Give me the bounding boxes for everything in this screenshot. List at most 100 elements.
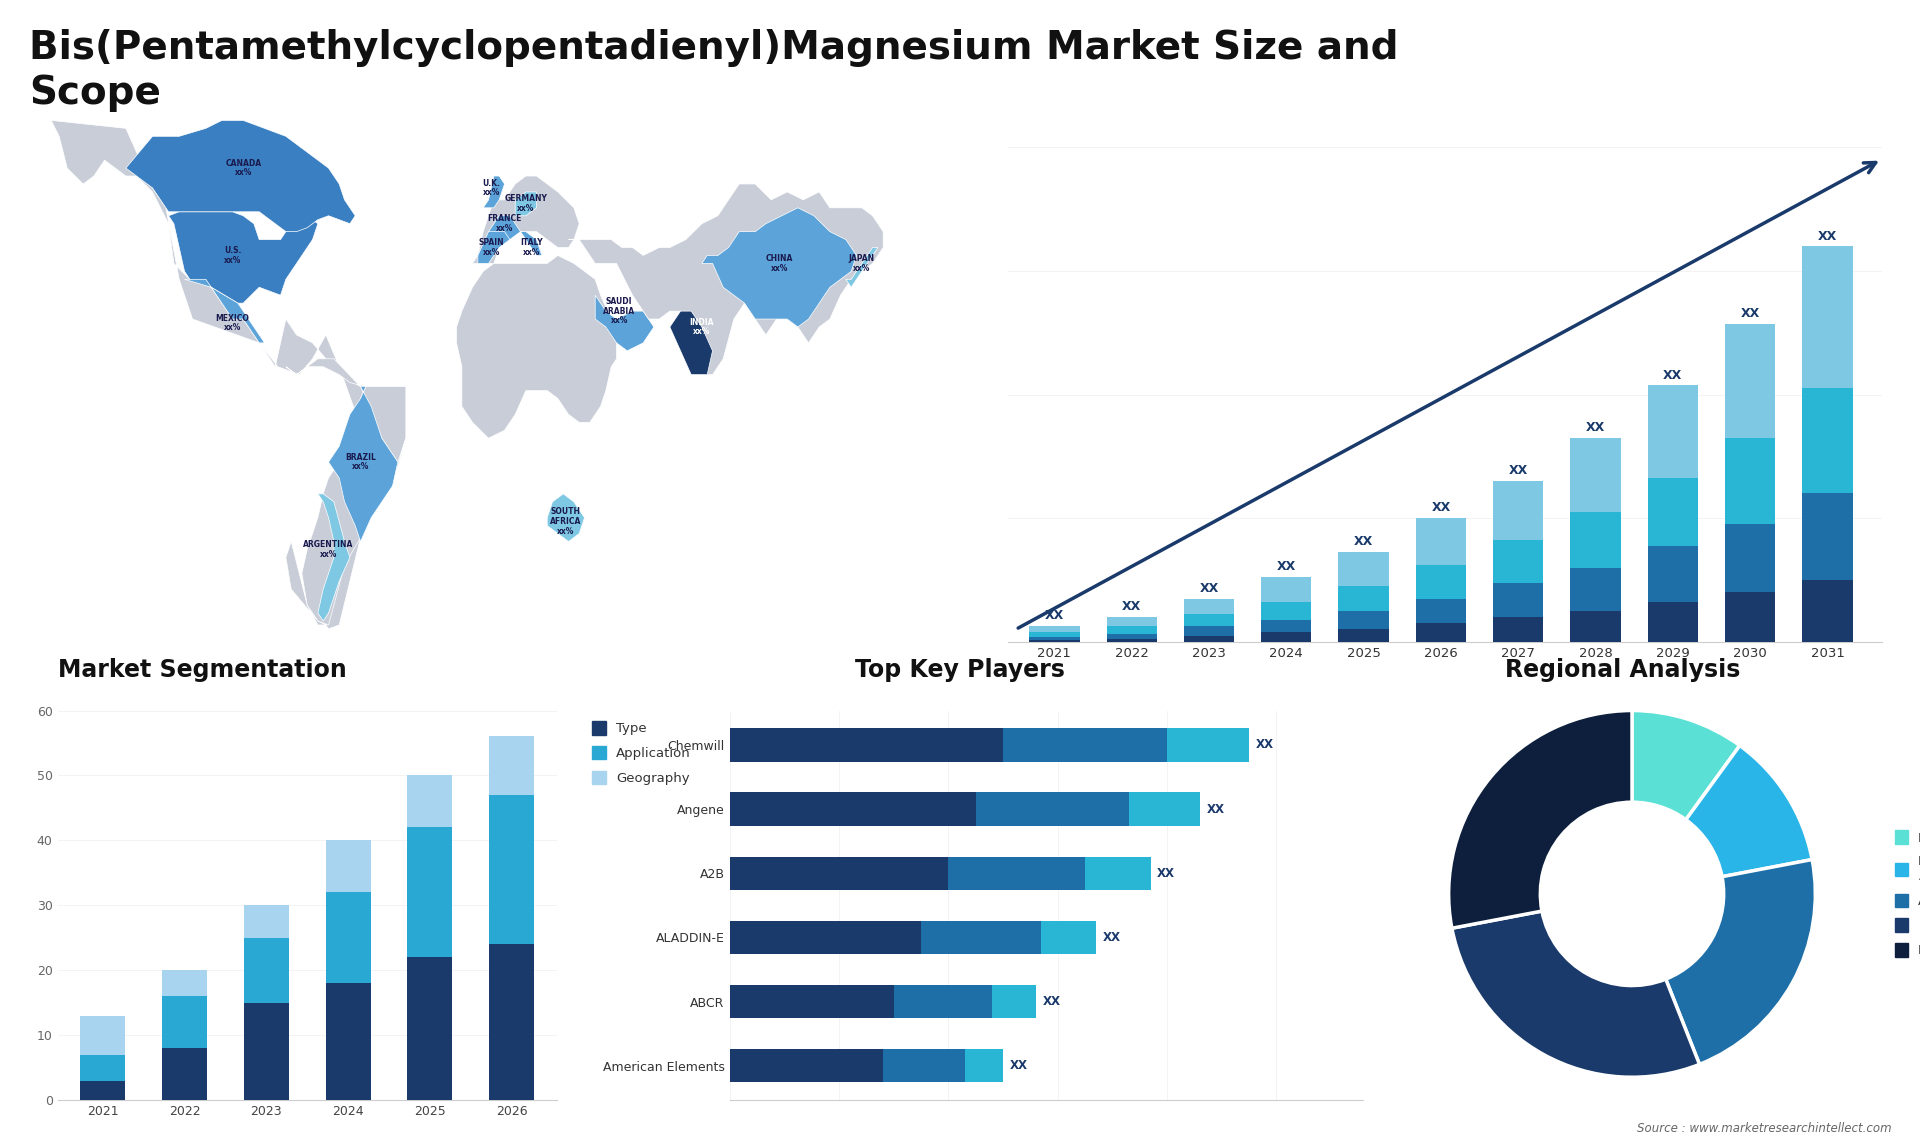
Text: XX: XX bbox=[1206, 802, 1225, 816]
Text: XX: XX bbox=[1256, 738, 1273, 752]
Bar bbox=[948, 856, 1085, 890]
Bar bbox=[407, 957, 453, 1100]
Text: Market Segmentation: Market Segmentation bbox=[58, 658, 346, 682]
Bar bbox=[1185, 636, 1235, 642]
Bar bbox=[244, 1003, 288, 1100]
Polygon shape bbox=[472, 176, 580, 264]
Bar bbox=[1261, 576, 1311, 602]
Bar bbox=[1724, 323, 1776, 438]
Bar bbox=[1647, 385, 1697, 478]
Bar bbox=[1494, 481, 1544, 540]
Bar bbox=[1415, 598, 1467, 623]
Wedge shape bbox=[1667, 860, 1814, 1065]
Text: RESEARCH: RESEARCH bbox=[1805, 55, 1864, 65]
Bar bbox=[730, 856, 948, 890]
Text: JAPAN
xx%: JAPAN xx% bbox=[849, 254, 876, 273]
Bar bbox=[964, 1049, 1002, 1083]
Text: XX: XX bbox=[1121, 601, 1140, 613]
Bar bbox=[1415, 518, 1467, 565]
Bar bbox=[1261, 620, 1311, 633]
Bar bbox=[1185, 614, 1235, 627]
Polygon shape bbox=[457, 256, 616, 438]
Bar bbox=[326, 983, 371, 1100]
Text: U.S.
xx%: U.S. xx% bbox=[225, 246, 242, 265]
Polygon shape bbox=[595, 296, 655, 351]
Text: XX: XX bbox=[1043, 995, 1060, 1008]
Polygon shape bbox=[184, 280, 265, 343]
Polygon shape bbox=[52, 120, 405, 629]
Polygon shape bbox=[169, 212, 319, 304]
Bar bbox=[1571, 611, 1620, 642]
Bar bbox=[1261, 633, 1311, 642]
Text: XX: XX bbox=[1509, 464, 1528, 478]
Polygon shape bbox=[515, 191, 536, 215]
Bar bbox=[1803, 388, 1853, 494]
Bar bbox=[326, 840, 371, 893]
Text: CANADA
xx%: CANADA xx% bbox=[225, 159, 261, 178]
Bar bbox=[407, 827, 453, 957]
Bar bbox=[1106, 627, 1158, 634]
Polygon shape bbox=[328, 386, 397, 542]
Legend: Latin America, Middle East &
Africa, Asia Pacific, Europe, North America: Latin America, Middle East & Africa, Asi… bbox=[1891, 826, 1920, 961]
Text: XX: XX bbox=[1586, 421, 1605, 434]
Polygon shape bbox=[478, 231, 511, 264]
Polygon shape bbox=[127, 120, 355, 231]
Polygon shape bbox=[670, 311, 712, 375]
Bar bbox=[1029, 639, 1079, 642]
Wedge shape bbox=[1452, 911, 1699, 1077]
Bar bbox=[1106, 634, 1158, 638]
Bar bbox=[1415, 565, 1467, 598]
Bar bbox=[1041, 920, 1096, 955]
Text: XX: XX bbox=[1354, 535, 1373, 549]
Bar bbox=[490, 944, 534, 1100]
Text: XX: XX bbox=[1430, 502, 1450, 515]
Bar bbox=[490, 737, 534, 795]
Text: INTELLECT: INTELLECT bbox=[1805, 77, 1864, 87]
Wedge shape bbox=[1686, 746, 1812, 877]
Text: BRAZIL
xx%: BRAZIL xx% bbox=[346, 453, 376, 471]
Text: SAUDI
ARABIA
xx%: SAUDI ARABIA xx% bbox=[603, 297, 636, 325]
Text: MARKET: MARKET bbox=[1805, 33, 1851, 44]
Bar bbox=[161, 996, 207, 1049]
Polygon shape bbox=[319, 494, 349, 621]
Bar bbox=[161, 1049, 207, 1100]
Bar bbox=[1106, 617, 1158, 627]
Wedge shape bbox=[1450, 711, 1632, 928]
Bar bbox=[883, 1049, 964, 1083]
Bar bbox=[490, 795, 534, 944]
Polygon shape bbox=[520, 231, 541, 256]
Bar bbox=[1571, 567, 1620, 611]
Text: Scope: Scope bbox=[29, 74, 161, 112]
Bar bbox=[1029, 631, 1079, 637]
Bar bbox=[922, 920, 1041, 955]
Text: SOUTH
AFRICA
xx%: SOUTH AFRICA xx% bbox=[551, 508, 582, 536]
Text: Bis(Pentamethylcyclopentadienyl)Magnesium Market Size and: Bis(Pentamethylcyclopentadienyl)Magnesiu… bbox=[29, 29, 1398, 66]
Bar bbox=[893, 984, 993, 1019]
Bar bbox=[1494, 540, 1544, 583]
Bar bbox=[1185, 627, 1235, 636]
Text: U.K.
xx%: U.K. xx% bbox=[482, 179, 499, 197]
Bar bbox=[1261, 602, 1311, 620]
Bar bbox=[1338, 629, 1388, 642]
Polygon shape bbox=[568, 185, 883, 375]
Text: Top Key Players: Top Key Players bbox=[854, 658, 1066, 682]
Text: CHINA
xx%: CHINA xx% bbox=[766, 254, 793, 273]
Bar bbox=[1029, 626, 1079, 631]
Bar bbox=[730, 728, 1002, 762]
Bar bbox=[1494, 617, 1544, 642]
Bar bbox=[407, 776, 453, 827]
Text: XX: XX bbox=[1741, 307, 1761, 320]
Text: XX: XX bbox=[1663, 369, 1682, 382]
Bar bbox=[81, 1081, 125, 1100]
Bar bbox=[1338, 611, 1388, 629]
Bar bbox=[1185, 598, 1235, 614]
Bar bbox=[1106, 638, 1158, 642]
Bar bbox=[1647, 478, 1697, 545]
Text: XX: XX bbox=[1277, 560, 1296, 573]
Bar bbox=[1647, 545, 1697, 602]
Bar bbox=[1338, 552, 1388, 586]
Wedge shape bbox=[1632, 711, 1740, 819]
Text: XX: XX bbox=[1818, 229, 1837, 243]
Text: ARGENTINA
xx%: ARGENTINA xx% bbox=[303, 540, 353, 559]
Polygon shape bbox=[703, 207, 856, 327]
